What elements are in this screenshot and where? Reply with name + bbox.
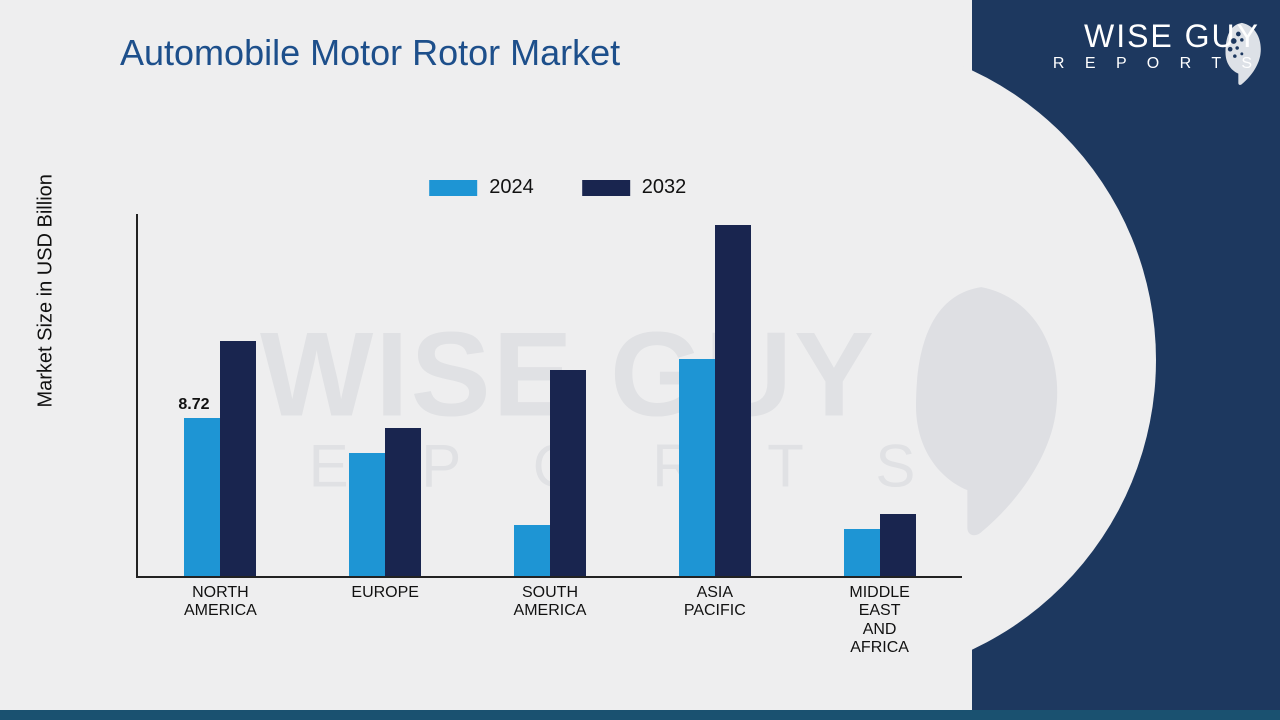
bar-group: SOUTHAMERICA — [514, 214, 586, 576]
bar-2024 — [679, 359, 715, 576]
legend-item-2032: 2032 — [582, 176, 687, 199]
y-axis-label: Market Size in USD Billion — [35, 174, 58, 407]
bar-2024 — [349, 453, 385, 576]
infographic-stage: WISE GUY R E P O R T S Automobile Motor … — [0, 0, 1280, 720]
bar-2032 — [880, 514, 916, 576]
bar-group: ASIAPACIFIC — [679, 214, 751, 576]
bar-2032 — [385, 428, 421, 576]
chart-title: Automobile Motor Rotor Market — [120, 32, 620, 74]
legend-item-2024: 2024 — [429, 176, 534, 199]
x-tick-label: EUROPE — [320, 576, 450, 602]
bar-2032 — [220, 341, 256, 576]
bar-2024 — [844, 529, 880, 576]
bar-group: MIDDLEEASTANDAFRICA — [844, 214, 916, 576]
x-tick-label: ASIAPACIFIC — [650, 576, 780, 621]
x-tick-label: NORTHAMERICA — [155, 576, 285, 621]
bar-group: 8.72NORTHAMERICA — [184, 214, 256, 576]
brand-logo: WISE GUY R E P O R T S — [1053, 20, 1260, 72]
bar-2032 — [550, 370, 586, 576]
bottom-strip — [0, 710, 1280, 720]
bar-group: EUROPE — [349, 214, 421, 576]
chart-region: Market Size in USD Billion 2024 2032 8.7… — [92, 172, 972, 632]
legend-label-2024: 2024 — [489, 176, 534, 199]
bar-2024 — [514, 525, 550, 576]
x-tick-label: MIDDLEEASTANDAFRICA — [815, 576, 945, 658]
brand-head-icon — [1206, 20, 1266, 90]
bar-value-label: 8.72 — [178, 396, 209, 414]
plot-area: 8.72NORTHAMERICA EUROPE SOUTHAMERICA ASIAPA… — [136, 214, 962, 578]
legend-swatch-2032 — [582, 180, 630, 196]
chart-legend: 2024 2032 — [429, 176, 686, 199]
x-tick-label: SOUTHAMERICA — [485, 576, 615, 621]
bar-2024 — [184, 418, 220, 576]
bar-2032 — [715, 225, 751, 576]
legend-swatch-2024 — [429, 180, 477, 196]
legend-label-2032: 2032 — [642, 176, 687, 199]
